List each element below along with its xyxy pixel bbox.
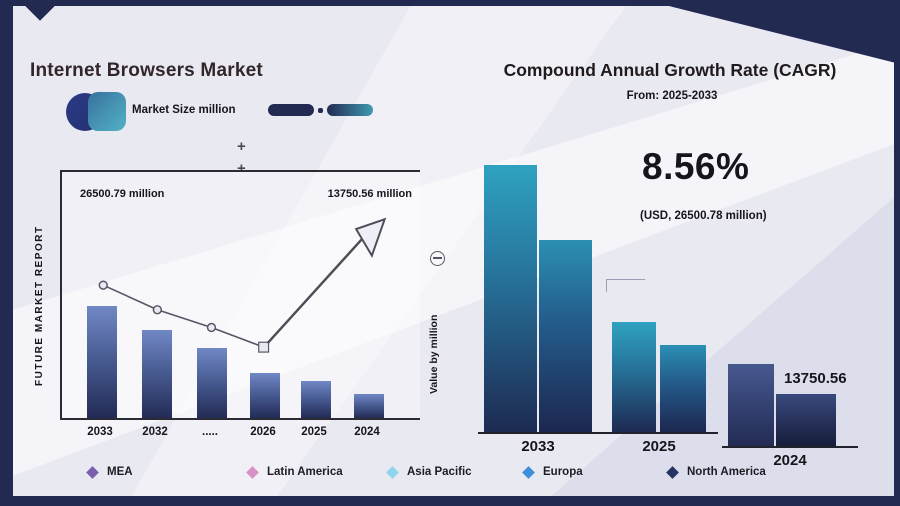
navy-pill-icon — [268, 104, 314, 116]
pill-dot-icon — [318, 108, 323, 113]
axis-baseline — [478, 432, 718, 434]
plus-decoration: + — [237, 138, 246, 155]
left-bar — [142, 330, 172, 418]
left-bar — [354, 394, 384, 418]
left-chart-title: Internet Browsers Market — [30, 60, 263, 81]
cagr-period-subtitle: From: 2025-2033 — [626, 90, 718, 102]
right-x-tick-label: 2025 — [642, 438, 676, 455]
legend-label: MEA — [107, 466, 133, 478]
right-bar — [660, 345, 706, 432]
cagr-detail-note: (USD, 26500.78 million) — [640, 210, 767, 222]
left-x-tick-label: 2033 — [87, 426, 113, 438]
market-size-bar-chart: 26500.79 million 13750.56 million — [60, 170, 420, 420]
legend-label: Latin America — [267, 466, 343, 478]
left-x-tick-label: 2032 — [142, 426, 168, 438]
right-bar — [728, 364, 774, 446]
right-x-tick-label: 2033 — [521, 438, 555, 455]
left-x-tick-label: ..... — [202, 426, 218, 438]
left-bars-layer — [62, 172, 420, 418]
teal-pill-icon — [327, 104, 373, 116]
max-value-annotation: 26500.79 million — [80, 188, 165, 200]
legend-item-europa: Europa — [522, 465, 583, 479]
right-bar — [484, 165, 537, 432]
circle-minus-icon — [430, 251, 445, 266]
frame-bottom — [0, 496, 900, 506]
frame-right — [894, 0, 900, 506]
diamond-icon — [666, 465, 679, 479]
right-bar — [776, 394, 836, 446]
value-axis-label: Value by million — [428, 314, 440, 395]
legend-item-north-america: North America — [666, 465, 766, 479]
left-bar — [197, 348, 227, 418]
legend-item-latin-america: Latin America — [246, 465, 343, 479]
legend-label: North America — [687, 466, 766, 478]
left-x-tick-label: 2026 — [250, 426, 276, 438]
left-bar — [87, 306, 117, 418]
market-size-legend-label: Market Size million — [132, 104, 236, 116]
right-x-tick-label: 2024 — [773, 452, 807, 469]
cagr-value: 8.56% — [642, 146, 750, 187]
left-x-tick-label: 2025 — [301, 426, 327, 438]
right-bar — [539, 240, 592, 432]
region-legend: MEA Latin America Asia Pacific Europa North … — [0, 465, 900, 488]
top-diamond-decoration — [20, 0, 60, 21]
left-bar — [301, 381, 331, 418]
legend-blob-icon — [88, 92, 126, 131]
trend-line-with-arrow — [98, 217, 387, 353]
end-value-annotation: 13750.56 million — [327, 188, 412, 200]
axis-baseline — [722, 446, 858, 448]
bracket-decoration — [606, 279, 645, 292]
left-bar — [250, 373, 280, 418]
legend-label: Asia Pacific — [407, 466, 472, 478]
cagr-title: Compound Annual Growth Rate (CAGR) — [503, 60, 837, 80]
legend-item-mea: MEA — [86, 465, 133, 479]
diamond-icon — [522, 465, 535, 479]
right-bars-layer: 2033 2025 2024 — [478, 150, 860, 480]
future-market-report-label: FUTURE MARKET REPORT — [34, 225, 45, 387]
legend-label: Europa — [543, 466, 583, 478]
frame-left — [0, 0, 13, 506]
right-bar — [612, 322, 656, 432]
diamond-icon — [246, 465, 259, 479]
diamond-icon — [386, 465, 399, 479]
legend-item-asia-pacific: Asia Pacific — [386, 465, 472, 479]
plus-decoration: + — [237, 160, 246, 177]
cagr-bar-chart: 2033 2025 2024 13750.56 — [478, 150, 860, 480]
end-value-label: 13750.56 — [784, 370, 847, 387]
left-xaxis: 2033 2032..... 2026 2025 2024 — [60, 426, 420, 444]
frame-top — [0, 0, 900, 6]
diamond-icon — [86, 465, 99, 479]
left-x-tick-label: 2024 — [354, 426, 380, 438]
